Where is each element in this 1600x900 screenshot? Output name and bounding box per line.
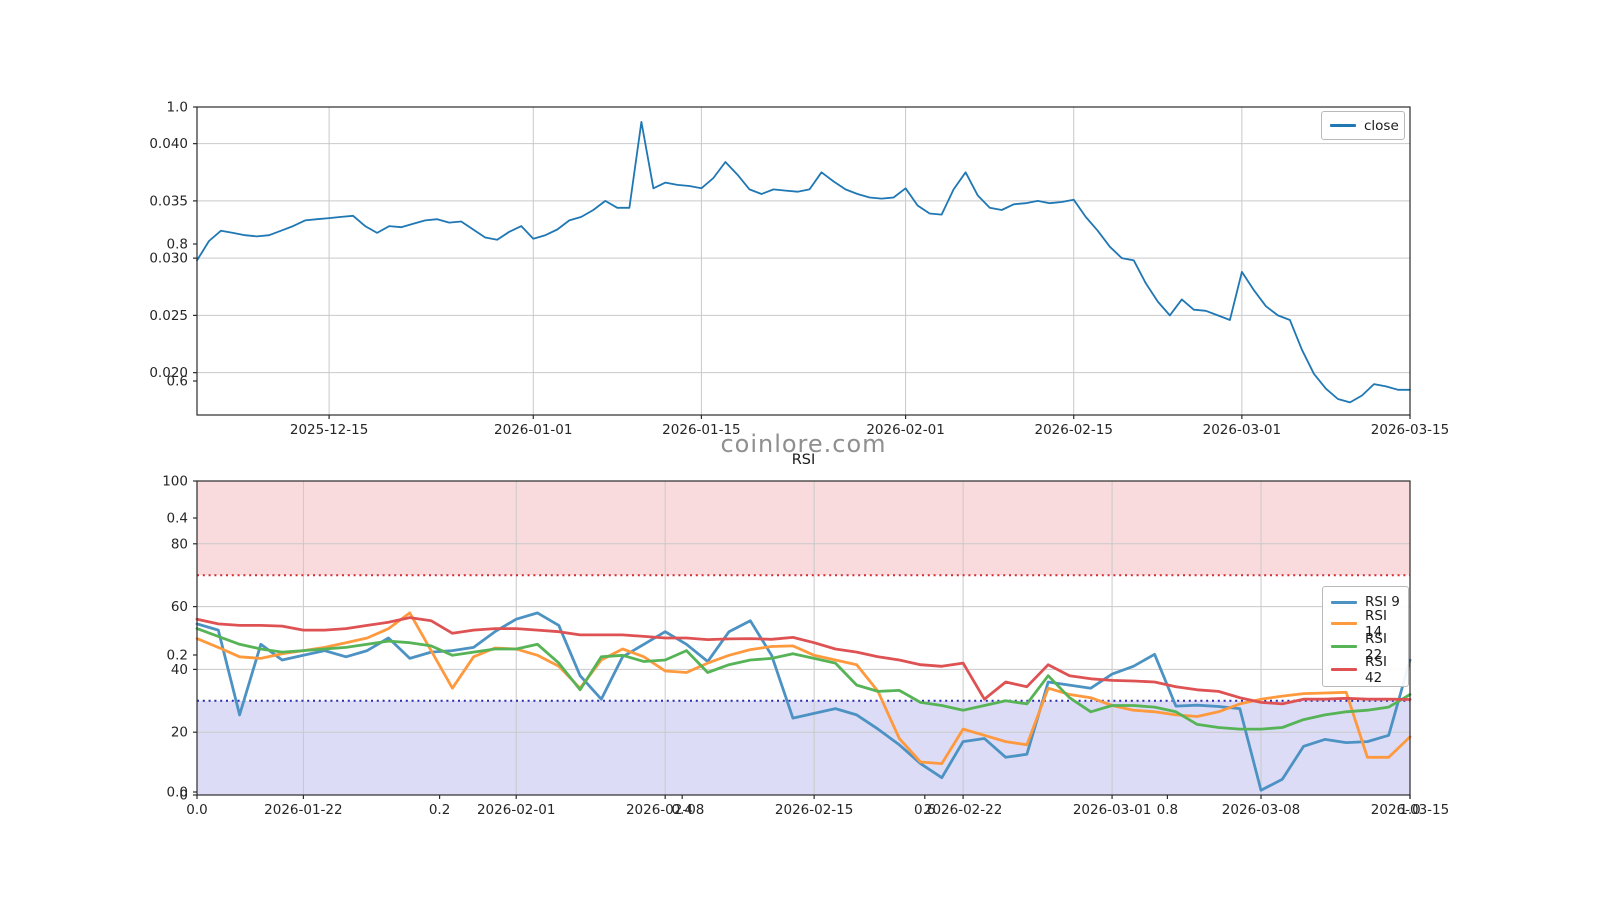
- overlay-y-tick-label: 0.0: [167, 785, 188, 801]
- rsi-42-line: [195, 616, 1412, 706]
- overlay-y-tick-label: 1.0: [167, 100, 188, 116]
- x-tick-label: 2026-03-15: [1371, 802, 1449, 818]
- x-tick-label: 2025-12-15: [290, 422, 368, 438]
- x-tick-label: 2026-02-08: [626, 802, 704, 818]
- x-tick-label: 2026-02-01: [477, 802, 555, 818]
- rsi-legend: RSI 9 RSI 14 RSI 22 RSI 42: [1322, 586, 1409, 687]
- y-tick-label: 0.035: [149, 193, 188, 209]
- close-legend-label: close: [1364, 117, 1399, 134]
- y-tick-label: 0.040: [149, 136, 188, 152]
- x-tick-label: 2026-03-15: [1371, 422, 1449, 438]
- y-tick-label: 0.020: [149, 365, 188, 381]
- y-tick-label: 0: [179, 788, 188, 804]
- rsi-42-line-sample: [1331, 668, 1357, 671]
- overlay-x-tick-label: 0.2: [429, 802, 450, 818]
- y-tick-label: 20: [171, 725, 188, 741]
- overlay-x-tick-label: 0.0: [186, 802, 207, 818]
- rsi-9-legend-label: RSI 9: [1365, 594, 1400, 610]
- rsi-22-legend-label: RSI 22: [1365, 630, 1387, 663]
- overlay-x-tick-label: 0.8: [1157, 802, 1178, 818]
- rsi-legend-row: RSI 9: [1331, 592, 1400, 612]
- overlay-x-tick-label: 0.4: [671, 802, 692, 818]
- overlay-x-tick-label: 1.0: [1399, 802, 1420, 818]
- overlay-y-tick-label: 0.6: [167, 374, 188, 390]
- rsi-22-line: [195, 627, 1412, 731]
- y-tick-label: 0.025: [149, 308, 188, 324]
- x-tick-label: 2026-01-22: [264, 802, 342, 818]
- rsi-14-line-sample: [1331, 622, 1357, 625]
- y-tick-label: 60: [171, 599, 188, 615]
- rsi-22-line-sample: [1331, 645, 1357, 648]
- y-tick-label: 80: [171, 536, 188, 552]
- plot-border: [196, 106, 1411, 416]
- x-tick-label: 2026-03-01: [1073, 802, 1151, 818]
- rsi-legend-row: RSI 22: [1331, 631, 1400, 663]
- y-tick-label: 100: [162, 474, 188, 490]
- close-line: [196, 121, 1411, 404]
- rsi-14-legend-label: RSI 14: [1365, 607, 1387, 640]
- x-tick-label: 2026-02-15: [775, 802, 853, 818]
- x-tick-label: 2026-01-01: [494, 422, 572, 438]
- rsi-42-legend-label: RSI 42: [1365, 653, 1387, 686]
- y-tick-label: 40: [171, 662, 188, 678]
- overlay-x-tick-label: 0.6: [914, 802, 935, 818]
- overlay-y-tick-label: 0.4: [167, 511, 188, 527]
- watermark-text: coinlore.com: [720, 430, 887, 458]
- x-tick-label: 2026-02-22: [924, 802, 1002, 818]
- rsi-9-line-sample: [1331, 600, 1357, 604]
- y-tick-label: 0.030: [149, 251, 188, 267]
- x-tick-label: 2026-02-01: [866, 422, 944, 438]
- close-line-sample: [1330, 124, 1356, 127]
- x-tick-label: 2026-03-08: [1222, 802, 1300, 818]
- rsi-legend-row: RSI 42: [1331, 654, 1400, 686]
- overbought-band: [197, 481, 1410, 576]
- x-tick-label: 2026-02-15: [1034, 422, 1112, 438]
- rsi-chart-title: RSI: [791, 452, 816, 468]
- overlay-y-tick-label: 0.2: [167, 648, 188, 664]
- x-tick-label: 2026-01-15: [662, 422, 740, 438]
- x-tick-label: 2026-03-01: [1203, 422, 1281, 438]
- rsi-legend-row: RSI 14: [1331, 608, 1400, 640]
- plot-border: [196, 480, 1411, 796]
- rsi-9-line: [195, 611, 1412, 792]
- overlay-y-tick-label: 0.8: [167, 237, 188, 253]
- close-legend: close: [1321, 111, 1405, 140]
